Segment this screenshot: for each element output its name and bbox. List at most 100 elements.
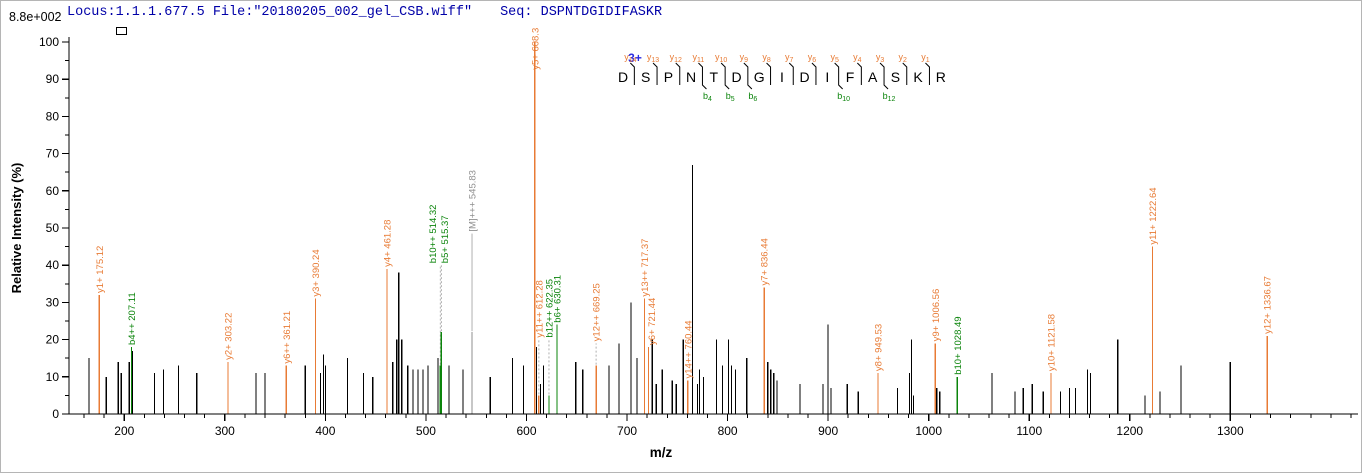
peak-label: y2+ 303.22 (224, 313, 235, 360)
y-ion-label: y7 (785, 52, 794, 64)
x-tick-label: 900 (818, 424, 838, 438)
fragmentation-mark (766, 62, 772, 85)
peak-label: b4++ 207.11 (127, 292, 138, 345)
precursor-charge-label: 3+ (628, 51, 642, 65)
peak-label: y1+ 175.12 (95, 246, 106, 293)
x-axis-title: m/z (650, 445, 673, 460)
peak-label: y6+ 721.44 (647, 298, 658, 345)
y-ion-label: y5 (830, 52, 839, 64)
peak-label: b12++ 622.35 (544, 279, 555, 338)
b-ion-label: b4 (703, 91, 712, 103)
x-tick-label: 700 (617, 424, 637, 438)
residue-letter: N (686, 69, 696, 85)
y-ion-label: y1 (921, 52, 930, 64)
fragmentation-mark (788, 62, 794, 85)
residue-letter: I (825, 69, 829, 85)
fragmentation-mark (925, 62, 930, 85)
y-tick-label: 10 (46, 370, 60, 384)
y-tick-label: 80 (46, 109, 60, 123)
x-tick-label: 1300 (1217, 424, 1244, 438)
b-ion-label: b5 (726, 91, 735, 103)
b-ion-label: b6 (748, 91, 757, 103)
fragmentation-mark (879, 62, 889, 90)
y-tick-label: 20 (46, 333, 60, 347)
fragmentation-mark (834, 62, 844, 90)
y-ion-label: y9 (740, 52, 749, 64)
peak-label: y14++ 760.44 (683, 320, 694, 378)
peak-label: b5+ 515.37 (440, 215, 451, 263)
y-ion-label: y10 (715, 52, 727, 64)
residue-letter: I (780, 69, 784, 85)
peak-label: y8+ 949.53 (873, 324, 884, 371)
fragmentation-mark (811, 62, 817, 85)
y-ion-label: y13 (647, 52, 659, 64)
x-tick-label: 1000 (915, 424, 942, 438)
residue-letter: R (936, 69, 946, 85)
fragmentation-mark (629, 62, 635, 85)
fragmentation-mark (675, 62, 681, 85)
y-tick-label: 60 (46, 184, 60, 198)
x-tick-label: 1200 (1116, 424, 1143, 438)
peak-label: y4+ 461.28 (383, 220, 394, 267)
peak-label: y13++ 717.37 (640, 239, 651, 297)
sequence-value: DSPNTDGIDIFASKR (540, 5, 663, 20)
peak-label: y7+ 836.44 (760, 238, 771, 285)
peak-label: b10+ 1028.49 (953, 316, 964, 374)
y-ion-label: y6 (808, 52, 817, 64)
y-tick-label: 100 (39, 35, 59, 49)
b-ion-label: b10 (837, 91, 850, 103)
y-ion-label: y11 (693, 52, 705, 64)
x-tick-label: 1100 (1016, 424, 1042, 438)
residue-letter: T (710, 69, 719, 85)
y-ion-label: y12 (670, 52, 682, 64)
peak-label: y12++ 669.25 (592, 283, 603, 341)
residue-letter: S (891, 69, 900, 85)
peak-label: y5+ 608.3 (530, 28, 541, 70)
y-tick-label: 40 (46, 258, 60, 272)
y-tick-label: 90 (46, 72, 60, 86)
unlabeled-peaks-layer (88, 164, 1231, 414)
legend-marker (116, 27, 127, 35)
y-tick-label: 70 (46, 147, 60, 161)
y-tick-label: 30 (46, 295, 60, 309)
residue-letter: D (800, 69, 810, 85)
fragmentation-mark (856, 62, 862, 85)
y-ion-label: y4 (853, 52, 862, 64)
spectrum-header: Locus:1.1.1.677.5 File:"20180205_002_gel… (67, 5, 662, 20)
max-intensity-label: 8.8e+002 (9, 10, 62, 24)
fragmentation-mark (743, 62, 753, 90)
y-axis-title: Relative Intensity (%) (9, 163, 24, 294)
x-tick-label: 500 (416, 424, 436, 438)
fragmentation-mark (902, 62, 908, 85)
residue-letter: D (731, 69, 741, 85)
residue-letter: S (641, 69, 650, 85)
labeled-peaks-layer: y1+ 175.12 b4++ 207.11 y2+ 303.22 y6++ 361.… (95, 28, 1274, 414)
y-ion-label: y2 (899, 52, 908, 64)
y-ion-label: y8 (762, 52, 771, 64)
peak-label: y6++ 361.21 (282, 311, 293, 364)
y-ion-label: y3 (876, 52, 885, 64)
y-tick-label: 50 (46, 221, 60, 235)
seq-label: Seq: (500, 5, 533, 20)
residue-letter: P (664, 69, 673, 85)
peak-label: b6+ 630.31 (552, 275, 563, 323)
residue-letter: D (618, 69, 628, 85)
x-tick-label: 600 (516, 424, 536, 438)
y-ion-label: y14 (624, 52, 636, 64)
peak-label: b10++ 514.32 (428, 205, 439, 264)
x-tick-label: 200 (114, 424, 134, 438)
fragmentation-mark (698, 62, 707, 90)
fragmentation-mark (652, 62, 658, 85)
x-tick-label: 400 (315, 424, 335, 438)
locus-file-label: Locus:1.1.1.677.5 File:"20180205_002_gel… (67, 5, 473, 20)
residue-letter: A (868, 69, 878, 85)
fragmentation-mark (720, 62, 730, 90)
peak-label: y12+ 1336.67 (1263, 276, 1274, 334)
x-tick-label: 800 (718, 424, 738, 438)
residue-letter: K (913, 69, 923, 85)
axes-layer: 0 10 20 30 40 50 60 70 80 90 100 200 300 400 500 600 700… (9, 35, 1358, 460)
y-tick-label: 0 (52, 407, 59, 421)
